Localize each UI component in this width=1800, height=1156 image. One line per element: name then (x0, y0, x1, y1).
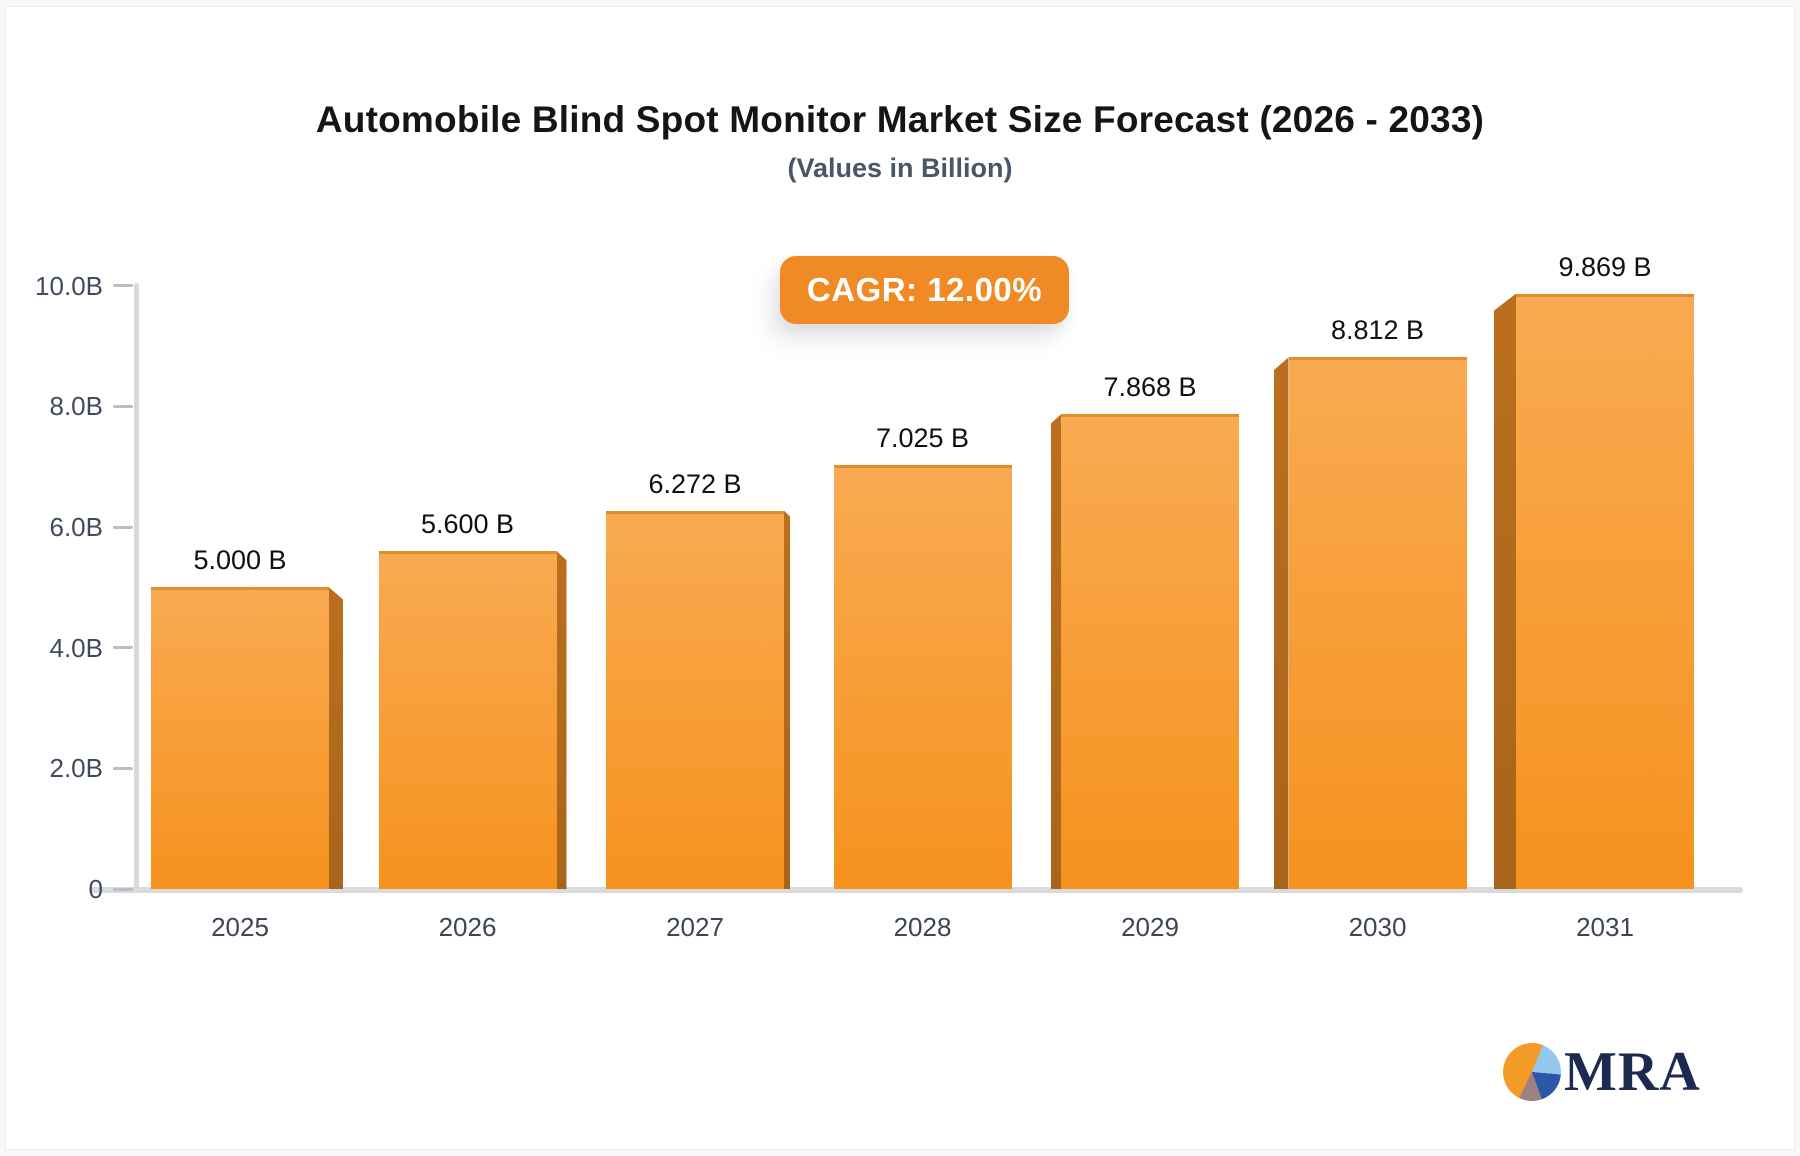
y-axis-line (134, 283, 139, 889)
plot-area: 10.0B 8.0B 6.0B 4.0B 2.0B 0 5.000 B 2025 5.600 B… (6, 7, 1794, 1149)
x-tick-label: 2027 (666, 912, 724, 942)
bar-value-label: 7.868 B (1103, 372, 1197, 403)
cagr-badge: CAGR: 12.00% (780, 256, 1069, 324)
bar-top-edge (151, 587, 329, 591)
bar (1061, 414, 1239, 889)
bar-top-edge (1061, 414, 1239, 418)
x-tick-label: 2025 (211, 912, 269, 942)
bar (833, 465, 1012, 889)
mra-logo-text: MRA (1564, 1041, 1701, 1103)
y-tick (113, 766, 133, 770)
bar-top-edge (378, 551, 557, 555)
mra-logo: MRA (1503, 1041, 1701, 1103)
cagr-badge-label: CAGR: 12.00% (806, 271, 1043, 308)
y-tick-label: 6.0B (49, 512, 104, 543)
bar-value-label: 7.025 B (875, 423, 970, 454)
y-tick-label: 4.0B (49, 632, 104, 663)
bar-value-label: 9.869 B (1558, 251, 1652, 282)
x-tick-label: 2030 (1348, 912, 1407, 942)
bar-top-edge (1516, 293, 1694, 297)
x-tick-label: 2026 (438, 912, 497, 942)
chart-title: Automobile Blind Spot Monitor Market Siz… (315, 99, 1485, 140)
x-tick-label: 2029 (1121, 912, 1179, 942)
bar (151, 587, 329, 889)
bar (1516, 293, 1694, 889)
bar-value-label: 6.272 B (648, 468, 742, 499)
y-tick (113, 525, 133, 529)
bar-top-edge (606, 510, 784, 514)
bar-side (1051, 414, 1061, 889)
bar-side (784, 510, 790, 889)
bar-side (1273, 357, 1289, 889)
bar-side (329, 587, 343, 889)
bar (606, 510, 784, 889)
bar-side (556, 551, 567, 889)
x-tick-label: 2028 (893, 912, 952, 942)
y-tick (113, 887, 133, 891)
y-tick (113, 284, 133, 288)
y-tick (113, 404, 133, 408)
y-tick-label: 2.0B (49, 753, 104, 784)
chart-card: Automobile Blind Spot Monitor Market Siz… (5, 6, 1795, 1150)
y-tick-label: 0 (88, 874, 103, 904)
pie-chart-icon (1503, 1043, 1561, 1101)
bar-value-label: 5.600 B (420, 509, 515, 540)
chart-subtitle: (Values in Billion) (787, 153, 1013, 183)
y-tick-label: 8.0B (49, 391, 104, 422)
y-tick-label: 10.0B (35, 270, 103, 301)
y-tick (113, 646, 133, 650)
bar (1288, 357, 1467, 889)
bar-top-edge (1288, 357, 1467, 361)
bar-side (1494, 293, 1516, 889)
bar-top-edge (833, 465, 1012, 469)
bar-value-label: 8.812 B (1330, 315, 1425, 346)
bar-value-label: 5.000 B (193, 545, 287, 576)
x-tick-label: 2031 (1576, 912, 1634, 942)
x-axis-line (89, 887, 1743, 893)
bar (378, 551, 557, 889)
